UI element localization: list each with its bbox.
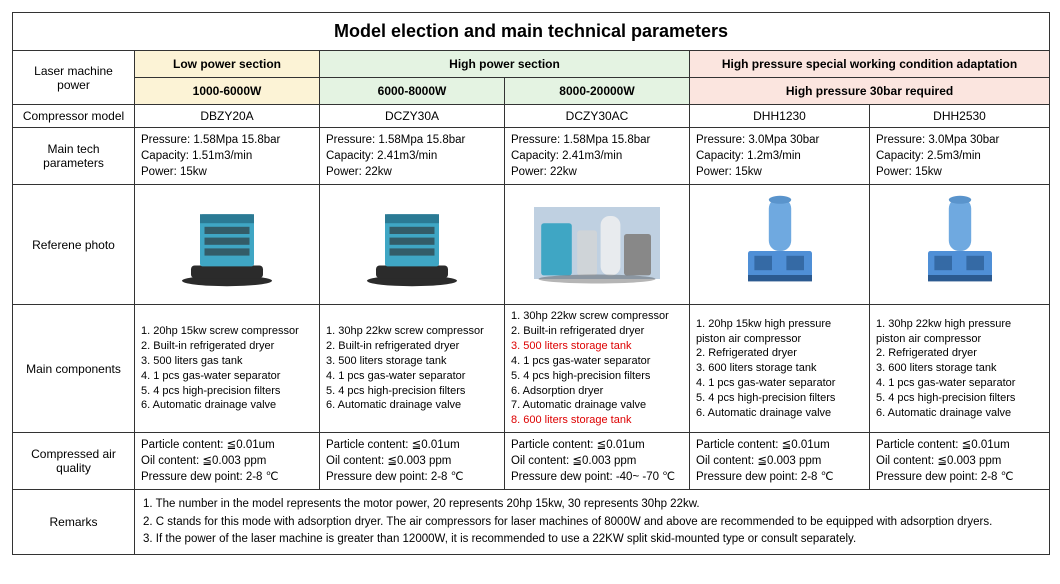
components-cell: 1. 20hp 15kw screw compressor2. Built-in…: [135, 305, 320, 433]
compressor-icon: [172, 198, 282, 288]
model-cell: DCZY30AC: [505, 105, 690, 128]
quality-cell: Particle content: ≦0.01umOil content: ≦0…: [320, 433, 505, 490]
piston-icon: [740, 193, 820, 293]
watt-high: 8000-20000W: [505, 78, 690, 105]
watt-mid: 6000-8000W: [320, 78, 505, 105]
quality-cell: Particle content: ≦0.01umOil content: ≦0…: [870, 433, 1050, 490]
watt-low: 1000-6000W: [135, 78, 320, 105]
params-cell: Pressure: 3.0Mpa 30barCapacity: 1.2m3/mi…: [690, 128, 870, 185]
table-title: Model election and main technical parame…: [13, 13, 1050, 51]
photo-cell: [870, 185, 1050, 305]
model-cell: DHH2530: [870, 105, 1050, 128]
quality-cell: Particle content: ≦0.01umOil content: ≦0…: [135, 433, 320, 490]
components-row: Main components 1. 20hp 15kw screw compr…: [13, 305, 1050, 433]
section-row: Laser machine power Low power section Hi…: [13, 51, 1050, 78]
quality-cell: Particle content: ≦0.01umOil content: ≦0…: [505, 433, 690, 490]
section-pressure: High pressure special working condition …: [690, 51, 1050, 78]
photo-row: Referene photo: [13, 185, 1050, 305]
photo-cell: [505, 185, 690, 305]
params-cell: Pressure: 1.58Mpa 15.8barCapacity: 2.41m…: [505, 128, 690, 185]
params-cell: Pressure: 3.0Mpa 30barCapacity: 2.5m3/mi…: [870, 128, 1050, 185]
label-remarks: Remarks: [13, 490, 135, 555]
remarks-row: Remarks 1. The number in the model repre…: [13, 490, 1050, 555]
components-cell: 1. 30hp 22kw screw compressor2. Built-in…: [320, 305, 505, 433]
quality-cell: Particle content: ≦0.01umOil content: ≦0…: [690, 433, 870, 490]
model-cell: DHH1230: [690, 105, 870, 128]
model-row: Compressor model DBZY20A DCZY30A DCZY30A…: [13, 105, 1050, 128]
quality-row: Compressed air quality Particle content:…: [13, 433, 1050, 490]
params-cell: Pressure: 1.58Mpa 15.8barCapacity: 1.51m…: [135, 128, 320, 185]
params-row: Main tech parameters Pressure: 1.58Mpa 1…: [13, 128, 1050, 185]
section-low: Low power section: [135, 51, 320, 78]
params-cell: Pressure: 1.58Mpa 15.8barCapacity: 2.41m…: [320, 128, 505, 185]
photo-cell: [320, 185, 505, 305]
wattage-row: 1000-6000W 6000-8000W 8000-20000W High p…: [13, 78, 1050, 105]
components-cell: 1. 30hp 22kw high pressure piston air co…: [870, 305, 1050, 433]
label-quality: Compressed air quality: [13, 433, 135, 490]
label-photo: Referene photo: [13, 185, 135, 305]
watt-pressure: High pressure 30bar required: [690, 78, 1050, 105]
photo-cell: [135, 185, 320, 305]
remarks-cell: 1. The number in the model represents th…: [135, 490, 1050, 555]
label-params: Main tech parameters: [13, 128, 135, 185]
label-components: Main components: [13, 305, 135, 433]
compressor-icon: [357, 198, 467, 288]
title-row: Model election and main technical parame…: [13, 13, 1050, 51]
model-cell: DCZY30A: [320, 105, 505, 128]
components-cell: 1. 30hp 22kw screw compressor2. Built-in…: [505, 305, 690, 433]
model-cell: DBZY20A: [135, 105, 320, 128]
label-model: Compressor model: [13, 105, 135, 128]
spec-table: Model election and main technical parame…: [12, 12, 1050, 555]
label-power: Laser machine power: [13, 51, 135, 105]
components-cell: 1. 20hp 15kw high pressure piston air co…: [690, 305, 870, 433]
section-high: High power section: [320, 51, 690, 78]
photo-cell: [690, 185, 870, 305]
system-icon: [522, 198, 672, 288]
piston-icon: [920, 193, 1000, 293]
